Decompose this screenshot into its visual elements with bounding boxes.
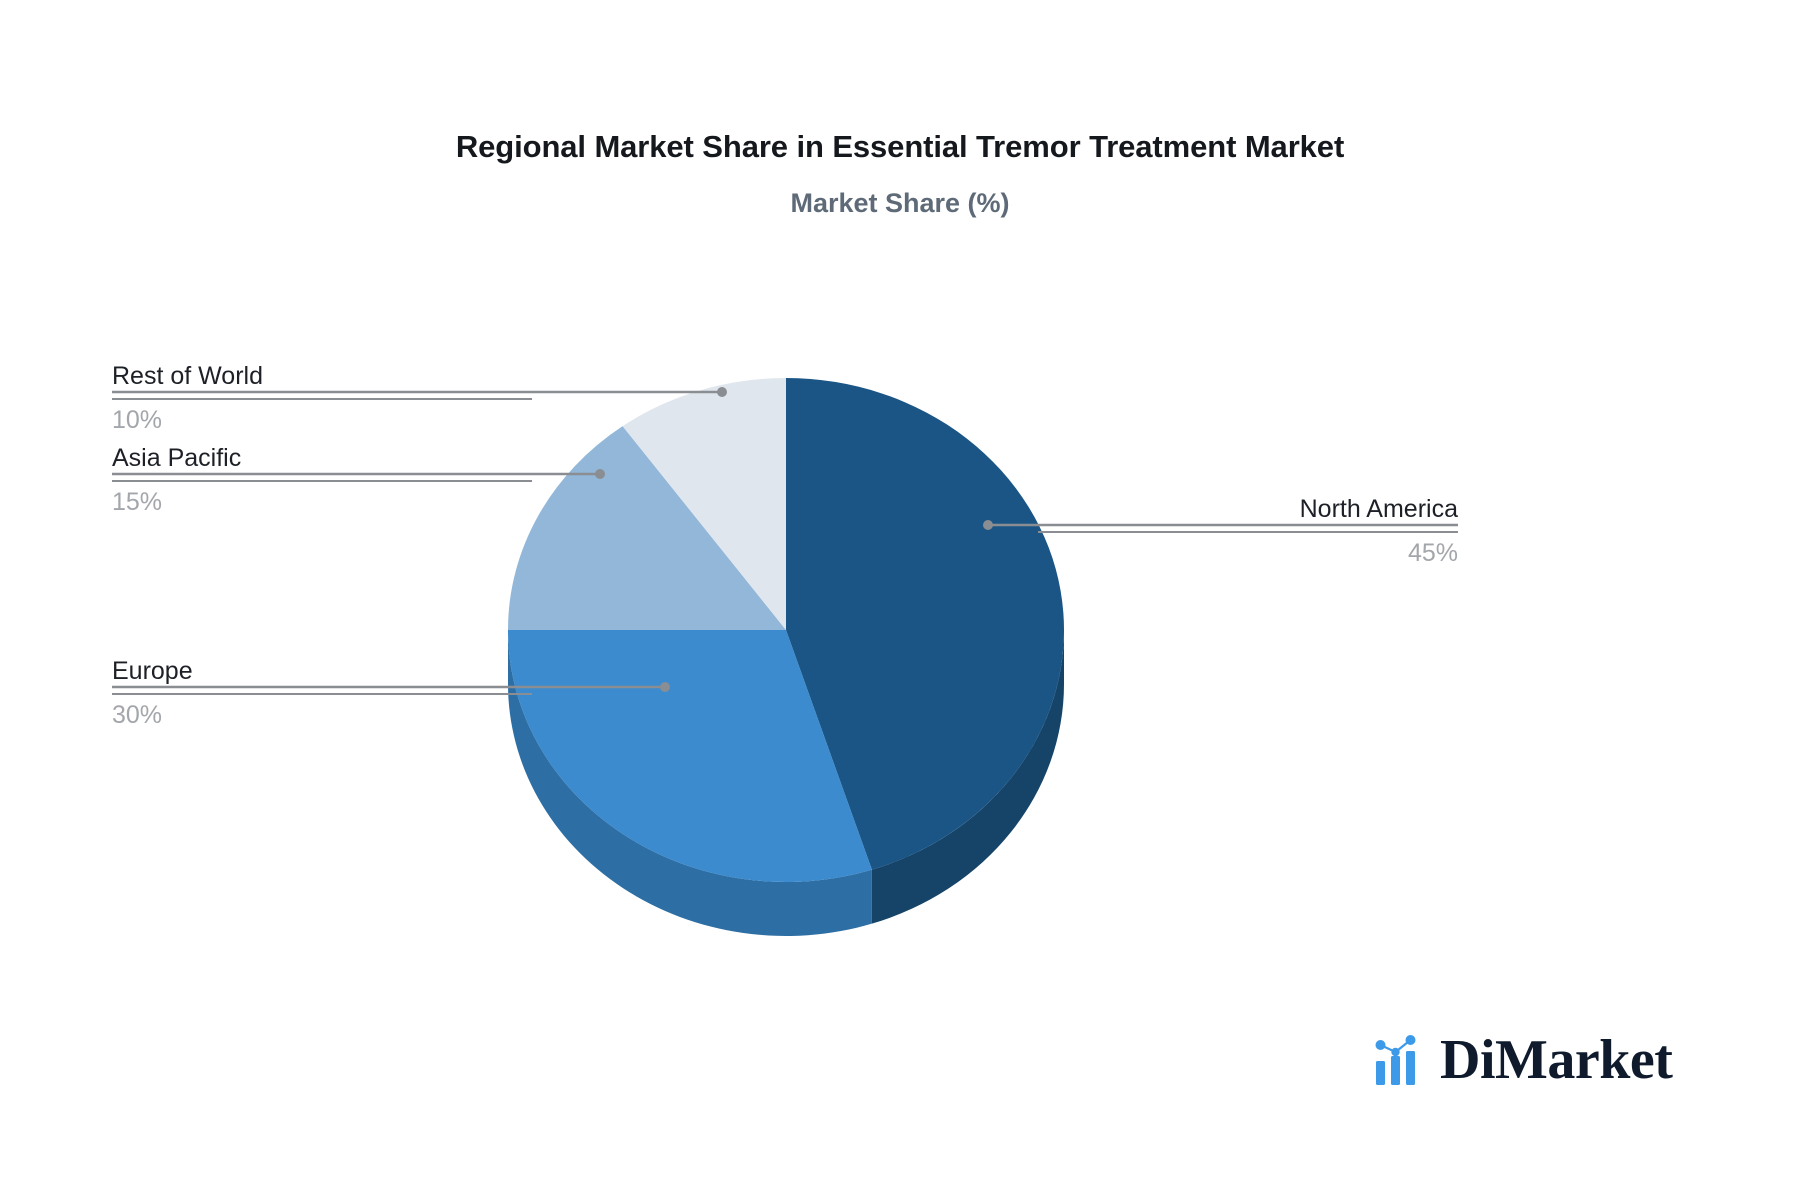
pie-slice-rest-of-world[interactable] bbox=[622, 378, 786, 630]
callout-label-asia-pacific: Asia Pacific bbox=[112, 444, 242, 472]
pie-slice-europe[interactable] bbox=[508, 630, 872, 883]
callout-value-europe: 30% bbox=[112, 701, 163, 730]
title-block: Regional Market Share in Essential Tremo… bbox=[0, 128, 1800, 220]
callout-rule-asia-pacific bbox=[112, 480, 532, 483]
brand-name: DiMarket bbox=[1440, 1029, 1673, 1091]
callout-rest-of-world: Rest of World 10% bbox=[112, 361, 532, 437]
leader-dot-north-america bbox=[983, 520, 993, 530]
callout-europe: Europe 30% bbox=[112, 656, 532, 732]
pie-slice-asia-pacific[interactable] bbox=[508, 426, 786, 630]
callout-value-rest-of-world: 10% bbox=[112, 406, 163, 435]
callout-label-europe: Europe bbox=[112, 657, 193, 685]
callout-label-north-america: North America bbox=[1299, 495, 1458, 523]
leader-dot-europe bbox=[660, 682, 670, 692]
brand-logo: DiMarket bbox=[1372, 1029, 1673, 1091]
bar-chart-trend-icon bbox=[1375, 1035, 1416, 1085]
leader-lines bbox=[112, 387, 1458, 692]
callout-rule-europe bbox=[112, 693, 532, 696]
pie-depth bbox=[508, 630, 1064, 936]
callout-value-asia-pacific: 15% bbox=[112, 488, 163, 517]
callout-rule-rest-of-world bbox=[112, 398, 532, 401]
chart-title: Regional Market Share in Essential Tremo… bbox=[455, 129, 1345, 164]
callout-north-america: North America 45% bbox=[1038, 494, 1458, 570]
callout-value-north-america: 45% bbox=[1407, 539, 1458, 568]
callout-asia-pacific: Asia Pacific 15% bbox=[112, 443, 532, 519]
pie-top-face bbox=[508, 378, 1064, 883]
chart-subtitle: Market Share (%) bbox=[790, 188, 1010, 219]
callout-label-rest-of-world: Rest of World bbox=[112, 362, 263, 390]
pie-slice-north-america[interactable] bbox=[786, 378, 1064, 870]
pie-depth-europe bbox=[508, 630, 872, 936]
callout-rule-north-america bbox=[1038, 531, 1458, 534]
pie-depth-north-america bbox=[871, 630, 1064, 924]
leader-dot-asia-pacific bbox=[595, 469, 605, 479]
leader-dot-rest-of-world bbox=[717, 387, 727, 397]
